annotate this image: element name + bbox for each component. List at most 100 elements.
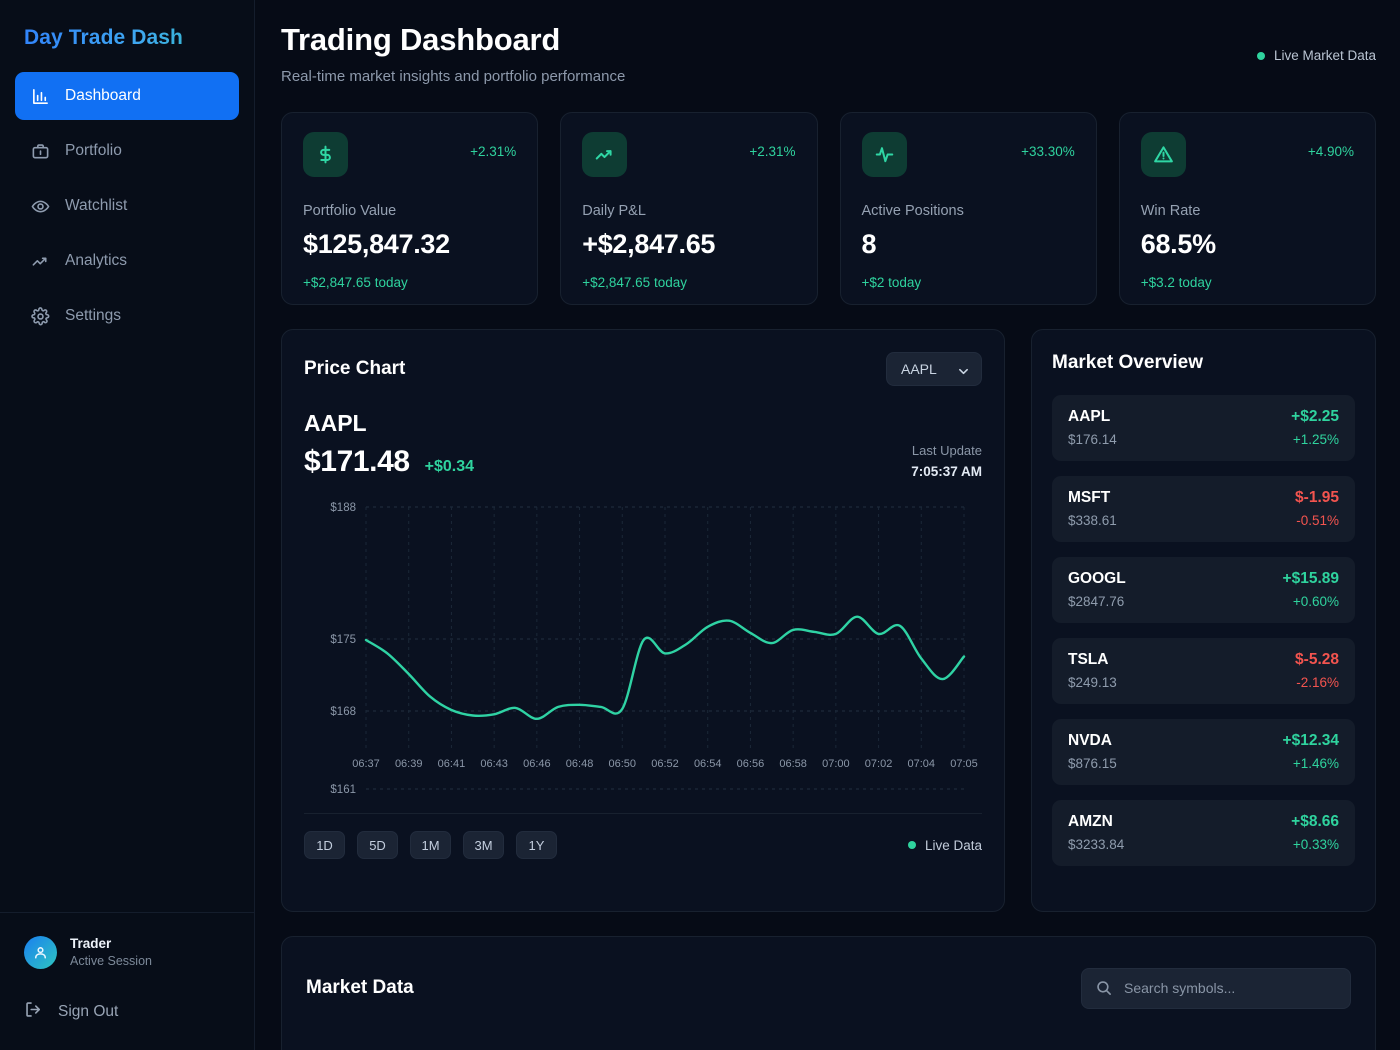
sidebar-item-portfolio[interactable]: Portfolio xyxy=(15,127,239,175)
market-data-title: Market Data xyxy=(306,977,414,998)
user-status: Active Session xyxy=(70,954,152,969)
timeframe-button-1y[interactable]: 1Y xyxy=(516,831,557,859)
quote-row: AAPL $171.48 +$0.34 Last Update 7:05:37 … xyxy=(304,410,982,479)
timeframe-buttons: 1D 5D 1M 3M 1Y xyxy=(304,831,557,859)
sign-out-button[interactable]: Sign Out xyxy=(24,1000,230,1024)
market-row-symbol: MSFT xyxy=(1068,489,1111,506)
market-row-change: +$12.34 xyxy=(1282,732,1339,749)
gear-icon xyxy=(31,306,50,326)
sidebar-item-label: Portfolio xyxy=(65,142,122,159)
sidebar-item-dashboard[interactable]: Dashboard xyxy=(15,72,239,120)
live-data-indicator: Live Data xyxy=(907,837,982,853)
timeframe-button-3m[interactable]: 3M xyxy=(463,831,504,859)
briefcase-icon xyxy=(31,142,50,161)
market-overview-row[interactable]: TSLA $249.13 $-5.28 -2.16% xyxy=(1052,638,1355,704)
dollar-sign-icon xyxy=(303,132,348,177)
timeframe-button-1d[interactable]: 1D xyxy=(304,831,345,859)
market-row-price: $3233.84 xyxy=(1068,837,1125,852)
quote-change: +$0.34 xyxy=(424,458,475,475)
last-update-time: 7:05:37 AM xyxy=(911,464,982,479)
search-input[interactable] xyxy=(1081,967,1351,1009)
live-data-label: Live Data xyxy=(924,837,982,853)
market-overview-row[interactable]: MSFT $338.61 $-1.95 -0.51% xyxy=(1052,476,1355,542)
price-chart-card: Price Chart AAPLMSFTGOOGLTSLANVDAAMZN AA… xyxy=(281,329,1005,912)
kpi-subtext: +$2,847.65 today xyxy=(303,275,408,290)
x-axis-tick-label: 06:41 xyxy=(438,758,466,770)
kpi-label: Daily P&L xyxy=(582,203,646,219)
alert-triangle-icon xyxy=(1140,132,1186,177)
live-data-dot xyxy=(907,841,916,849)
x-axis-tick-label: 06:52 xyxy=(651,758,679,770)
sidebar: Day Trade Dash Dashboard Portfolio Watch… xyxy=(0,0,255,1050)
kpi-cards: +2.31% Portfolio Value $125,847.32 +$2,8… xyxy=(281,112,1376,305)
market-data-card: Market Data xyxy=(281,936,1376,1050)
price-line-chart: $188 $175 $168 $161 06:37 06:39 06:41 06:43 06:4… xyxy=(304,493,982,793)
trending-up-icon xyxy=(582,132,628,177)
mid-row: Price Chart AAPLMSFTGOOGLTSLANVDAAMZN AA… xyxy=(281,329,1376,912)
kpi-change: +2.31% xyxy=(749,144,796,159)
x-axis-tick-label: 06:39 xyxy=(395,758,423,770)
app-logo: Day Trade Dash xyxy=(0,0,254,50)
sidebar-item-label: Analytics xyxy=(65,252,128,269)
user-name: Trader xyxy=(70,935,112,951)
search-wrapper xyxy=(1081,967,1351,1009)
timeframe-button-5d[interactable]: 5D xyxy=(357,831,398,859)
sidebar-item-analytics[interactable]: Analytics xyxy=(15,237,239,285)
market-overview-row[interactable]: AMZN $3233.84 +$8.66 +0.33% xyxy=(1052,800,1355,866)
kpi-label: Portfolio Value xyxy=(303,203,397,219)
kpi-card-win-rate: +4.90% Win Rate 68.5% +$3.2 today xyxy=(1118,112,1376,305)
price-chart-title: Price Chart xyxy=(304,358,406,379)
page-header: Trading Dashboard Real-time market insig… xyxy=(281,22,1376,85)
market-row-price: $876.15 xyxy=(1068,756,1117,771)
live-market-data-badge: Live Market Data xyxy=(1256,48,1376,63)
x-axis-tick-label: 07:04 xyxy=(908,758,936,770)
sidebar-item-settings[interactable]: Settings xyxy=(15,292,239,340)
sidebar-item-label: Watchlist xyxy=(65,197,128,214)
kpi-subtext: +$2,847.65 today xyxy=(582,275,687,290)
sidebar-item-watchlist[interactable]: Watchlist xyxy=(15,182,239,230)
x-axis-tick-label: 07:00 xyxy=(822,758,850,770)
page-title: Trading Dashboard xyxy=(281,22,561,57)
x-axis-tick-label: 06:46 xyxy=(523,758,551,770)
market-row-percent: +0.60% xyxy=(1292,594,1339,609)
market-row-price: $338.61 xyxy=(1068,513,1117,528)
market-row-symbol: GOOGL xyxy=(1068,570,1126,587)
user-profile[interactable]: Trader Active Session xyxy=(24,935,230,970)
kpi-label: Win Rate xyxy=(1140,203,1201,219)
kpi-subtext: +$2 today xyxy=(861,275,922,290)
sidebar-item-label: Settings xyxy=(65,307,122,324)
kpi-card-active-positions: +33.30% Active Positions 8 +$2 today xyxy=(839,112,1097,305)
market-row-change: +$15.89 xyxy=(1282,570,1339,587)
x-axis-tick-label: 06:56 xyxy=(737,758,765,770)
live-market-data-label: Live Market Data xyxy=(1273,48,1376,63)
market-row-percent: -2.16% xyxy=(1296,675,1339,690)
last-update-label: Last Update xyxy=(911,443,982,458)
kpi-value: $125,847.32 xyxy=(303,229,450,259)
avatar xyxy=(24,935,57,969)
sign-out-label: Sign Out xyxy=(58,1003,119,1020)
symbol-select[interactable]: AAPLMSFTGOOGLTSLANVDAAMZN xyxy=(886,352,982,386)
kpi-change: +2.31% xyxy=(470,144,517,159)
logout-icon xyxy=(24,1000,43,1024)
y-axis-tick-label: $188 xyxy=(330,502,356,514)
eye-icon xyxy=(31,197,50,216)
kpi-value: +$2,847.65 xyxy=(582,229,716,259)
activity-icon xyxy=(861,132,907,177)
sidebar-footer: Trader Active Session Sign Out xyxy=(0,911,254,1050)
market-row-percent: +1.46% xyxy=(1292,756,1339,771)
x-axis-tick-label: 07:02 xyxy=(865,758,893,770)
x-axis-tick-label: 06:48 xyxy=(566,758,594,770)
market-row-change: +$8.66 xyxy=(1291,813,1339,830)
y-axis-tick-label: $168 xyxy=(330,706,356,718)
market-overview-row[interactable]: GOOGL $2847.76 +$15.89 +0.60% xyxy=(1052,557,1355,623)
market-overview-row[interactable]: NVDA $876.15 +$12.34 +1.46% xyxy=(1052,719,1355,785)
symbol-select-wrapper: AAPLMSFTGOOGLTSLANVDAAMZN xyxy=(886,352,982,386)
market-overview-row[interactable]: AAPL $176.14 +$2.25 +1.25% xyxy=(1052,395,1355,461)
market-overview-list: AAPL $176.14 +$2.25 +1.25% MSFT $338.61 $-1.95… xyxy=(1052,395,1355,866)
timeframe-button-1m[interactable]: 1M xyxy=(410,831,451,859)
market-row-percent: -0.51% xyxy=(1296,513,1339,528)
bar-chart-icon xyxy=(31,87,50,106)
kpi-card-portfolio-value: +2.31% Portfolio Value $125,847.32 +$2,8… xyxy=(281,112,539,305)
x-axis-tick-label: 06:50 xyxy=(609,758,637,770)
kpi-label: Active Positions xyxy=(861,203,964,219)
